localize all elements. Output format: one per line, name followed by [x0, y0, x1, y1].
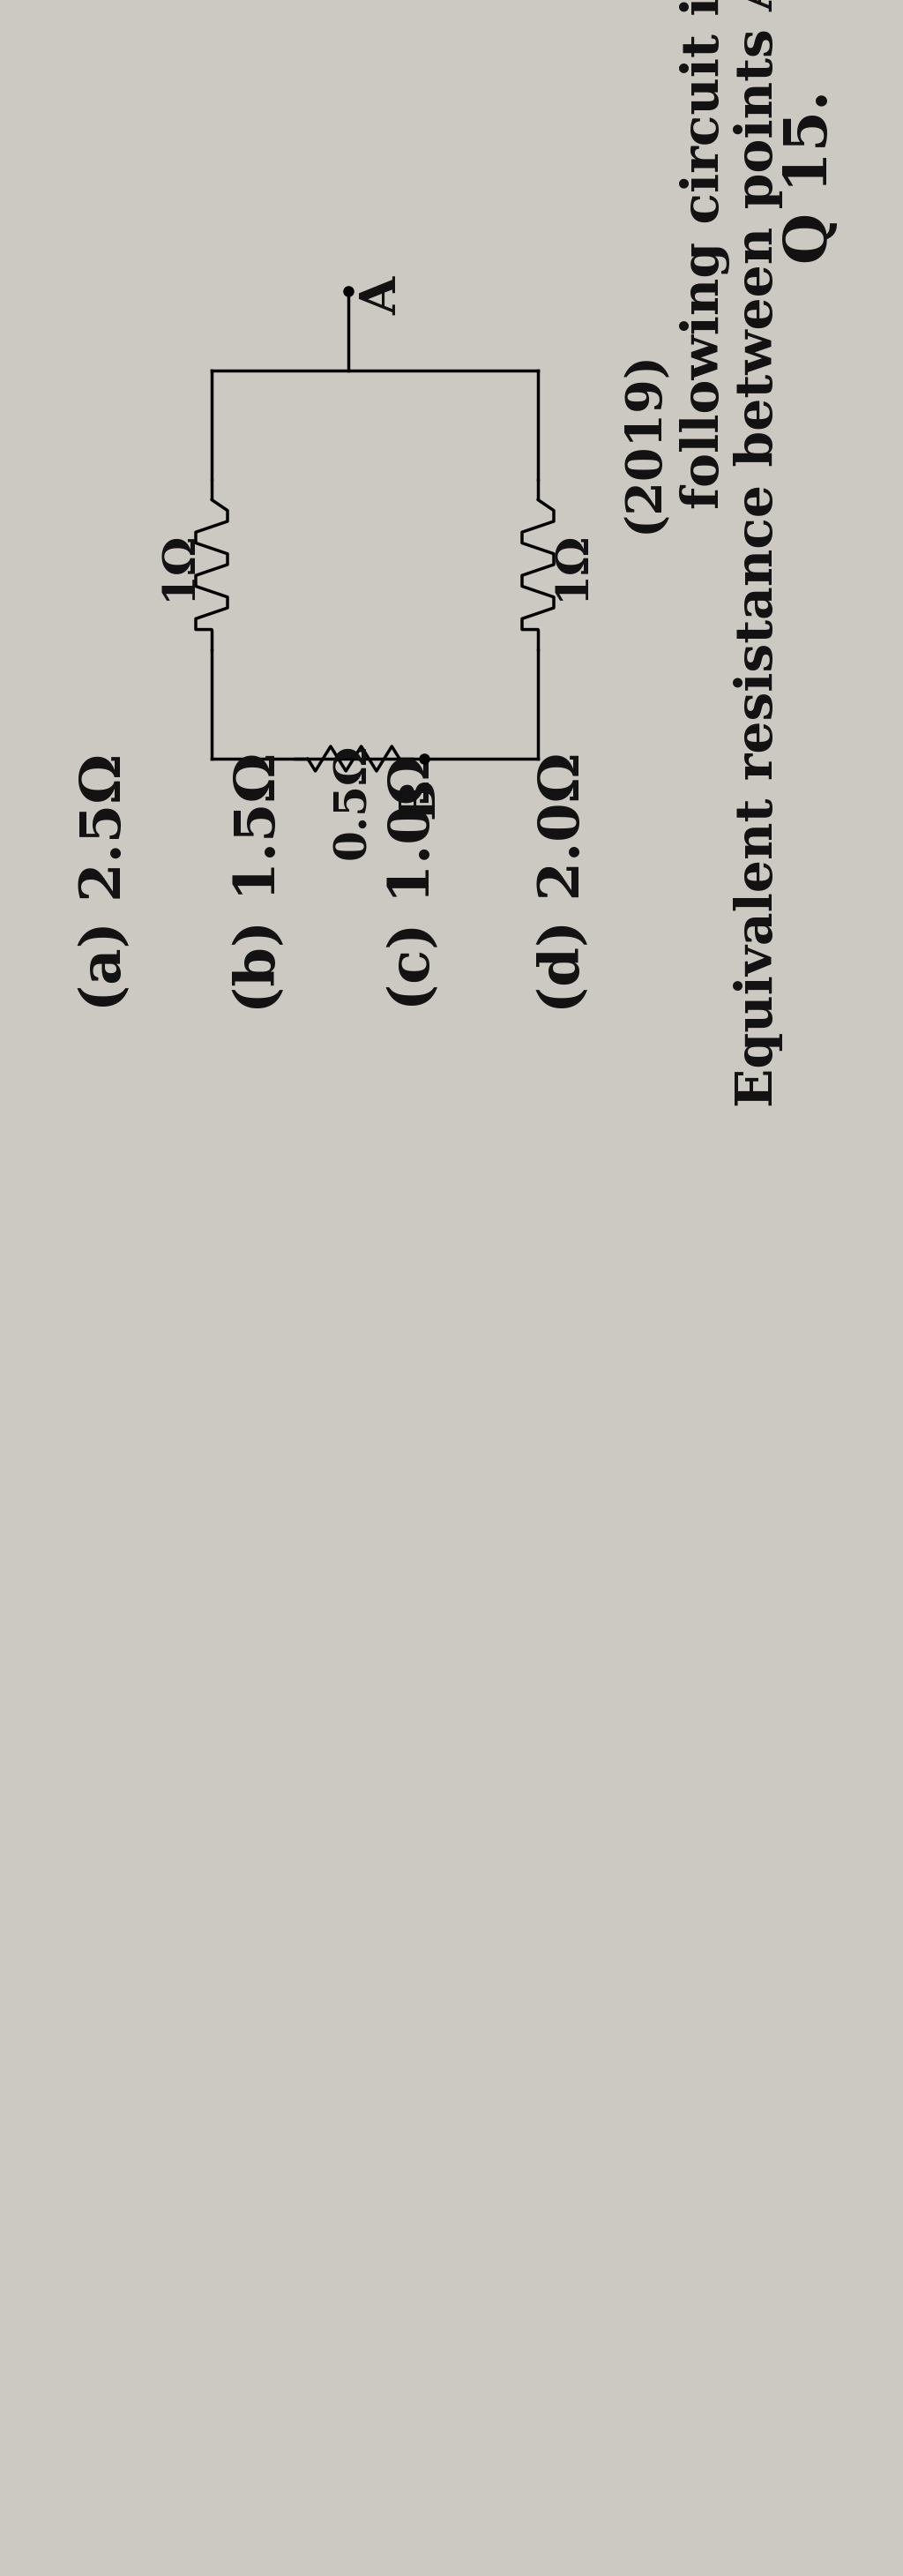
Text: B: B: [396, 778, 444, 819]
Text: (d) 2.0Ω: (d) 2.0Ω: [537, 752, 591, 1012]
Text: 1Ω: 1Ω: [550, 531, 593, 600]
Text: (c) 1.0Ω: (c) 1.0Ω: [387, 755, 442, 1010]
Text: (a) 2.5Ω: (a) 2.5Ω: [79, 752, 133, 1010]
Text: Equivalent resistance between points A and B of the: Equivalent resistance between points A a…: [733, 0, 783, 1108]
Text: Q 15.: Q 15.: [783, 90, 840, 263]
Text: 0.5Ω: 0.5Ω: [332, 742, 375, 858]
Text: (b) 1.5Ω: (b) 1.5Ω: [233, 752, 287, 1012]
Text: 1Ω: 1Ω: [156, 531, 200, 600]
Text: following circuit is: following circuit is: [680, 0, 731, 510]
Text: A: A: [358, 276, 406, 314]
Text: (2019): (2019): [619, 350, 668, 533]
